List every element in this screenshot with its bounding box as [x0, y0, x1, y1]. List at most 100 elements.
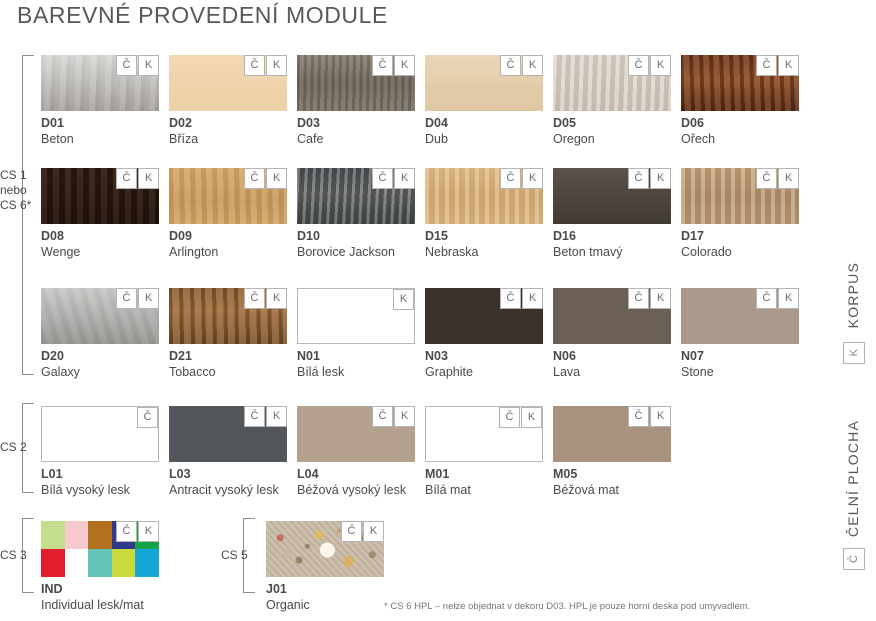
swatch-code: D02 [169, 116, 192, 130]
swatch-code: D06 [681, 116, 704, 130]
badge-front-c-icon: Č [116, 168, 137, 189]
badge-carcass-k-icon: K [650, 288, 671, 309]
swatch-card-l04[interactable]: Č K L04 Béžová vysoký lesk [297, 406, 415, 497]
swatch-card-d02[interactable]: Č K D02 Bříza [169, 55, 287, 146]
badge-front-c-icon: Č [116, 55, 137, 76]
swatch-card-d16[interactable]: Č K D16 Beton tmavý [553, 168, 671, 259]
ind-color-1 [64, 521, 89, 549]
badge-carcass-k-icon: K [650, 55, 671, 76]
swatch-code: M01 [425, 467, 450, 481]
bracket-cs1 [22, 55, 34, 375]
ind-color-8 [111, 549, 136, 577]
bracket-cs3 [22, 518, 34, 593]
swatch-name: Nebraska [425, 245, 479, 259]
badge-carcass-k-icon: K [363, 521, 384, 542]
badge-front-c-icon: Č [244, 288, 265, 309]
swatch-code: IND [41, 582, 63, 596]
swatch-card-n01[interactable]: K N01 Bílá lesk [297, 288, 415, 379]
badge-front-c-icon: Č [372, 55, 393, 76]
swatch-card-d01[interactable]: Č K D01 Beton [41, 55, 159, 146]
swatch-card-d08[interactable]: Č K D08 Wenge [41, 168, 159, 259]
group-label-cs3: CS 3 [0, 548, 27, 562]
badge-carcass-k-icon: K [522, 168, 543, 189]
swatch-code: D16 [553, 229, 576, 243]
swatch-chip-l01[interactable]: Č [41, 406, 159, 462]
badge-carcass-k-icon: K [138, 55, 159, 76]
badge-front-c-icon: Č [341, 521, 362, 542]
swatch-code: D21 [169, 349, 192, 363]
swatch-card-n03[interactable]: Č K N03 Graphite [425, 288, 543, 379]
swatch-card-n07[interactable]: Č K N07 Stone [681, 288, 799, 379]
swatch-code: N01 [297, 349, 320, 363]
swatch-card-d21[interactable]: Č K D21 Tobacco [169, 288, 287, 379]
swatch-code: D03 [297, 116, 320, 130]
swatch-card-d10[interactable]: Č K D10 Borovice Jackson [297, 168, 415, 259]
swatch-badges: Č [137, 407, 158, 428]
badge-front-c-icon: Č [756, 55, 777, 76]
badge-front-c-icon: Č [137, 407, 158, 428]
swatch-card-d05[interactable]: Č K D05 Oregon [553, 55, 671, 146]
bracket-cs5 [243, 518, 255, 593]
swatch-name: Ořech [681, 132, 716, 146]
swatch-card-j01[interactable]: Č K J01 Organic [266, 521, 384, 612]
swatch-card-l03[interactable]: Č K L03 Antracit vysoký lesk [169, 406, 287, 497]
swatch-name: Beton tmavý [553, 245, 623, 259]
ind-color-2 [88, 521, 112, 549]
swatch-name: Colorado [681, 245, 732, 259]
swatch-chip-n01[interactable]: K [297, 288, 415, 344]
swatch-name: Dub [425, 132, 448, 146]
swatch-card-d03[interactable]: Č K D03 Cafe [297, 55, 415, 146]
badge-carcass-k-icon: K [522, 55, 543, 76]
badge-front-c-icon: Č [500, 288, 521, 309]
swatch-card-d15[interactable]: Č K D15 Nebraska [425, 168, 543, 259]
swatch-card-ind[interactable]: Č K IND Individual lesk/mat [41, 521, 159, 612]
swatch-code: L04 [297, 467, 319, 481]
swatch-card-d06[interactable]: Č K D06 Ořech [681, 55, 799, 146]
swatch-name: Individual lesk/mat [41, 598, 144, 612]
swatch-card-d09[interactable]: Č K D09 Arlington [169, 168, 287, 259]
swatch-card-m05[interactable]: Č K M05 Béžová mat [553, 406, 671, 497]
footnote: * CS 6 HPL – nelze objednat v dekoru D03… [384, 601, 751, 612]
swatch-name: Cafe [297, 132, 324, 146]
swatch-name: Graphite [425, 365, 473, 379]
swatch-card-n06[interactable]: Č K N06 Lava [553, 288, 671, 379]
swatch-card-l01[interactable]: Č L01 Bílá vysoký lesk [41, 406, 159, 497]
badge-front-c-icon: Č [244, 55, 265, 76]
swatch-card-d20[interactable]: Č K D20 Galaxy [41, 288, 159, 379]
swatch-card-d17[interactable]: Č K D17 Colorado [681, 168, 799, 259]
swatch-card-m01[interactable]: Č K M01 Bílá mat [425, 406, 543, 497]
swatch-card-d04[interactable]: Č K D04 Dub [425, 55, 543, 146]
page-title: BAREVNÉ PROVEDENÍ MODULE [17, 2, 388, 28]
